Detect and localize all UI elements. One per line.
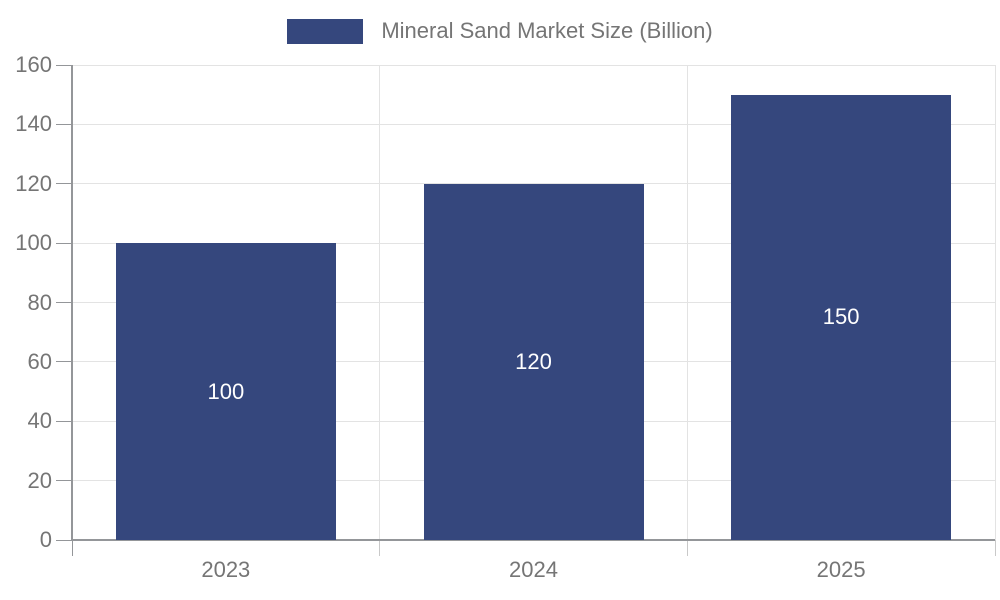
- x-tick-label: 2025: [816, 557, 866, 582]
- y-axis-tick: [56, 539, 72, 541]
- x-axis-tick: [686, 540, 688, 556]
- y-axis-tick: [56, 302, 72, 303]
- y-axis-tick: [56, 480, 72, 482]
- y-axis-tick: [56, 183, 72, 185]
- y-tick-label: 20: [27, 467, 52, 493]
- v-gridline: [994, 65, 996, 540]
- legend-label: Mineral Sand Market Size (Billion): [381, 18, 713, 43]
- x-axis-tick: [994, 540, 996, 556]
- v-gridline: [379, 65, 381, 540]
- h-gridline: [72, 123, 995, 125]
- bar-value-label: 100: [207, 378, 245, 404]
- bar-2023[interactable]: 100: [115, 243, 336, 540]
- y-tick-label: 40: [27, 408, 52, 434]
- y-axis-tick: [56, 420, 72, 422]
- y-tick-label: 0: [39, 527, 52, 552]
- x-tick-label: 2024: [509, 557, 558, 582]
- y-tick-label: 60: [27, 348, 52, 374]
- legend[interactable]: Mineral Sand Market Size (Billion): [0, 18, 1000, 44]
- legend-swatch: [287, 18, 364, 44]
- y-tick-label: 100: [15, 230, 52, 256]
- y-tick-label: 120: [15, 170, 52, 196]
- y-axis-line: [71, 65, 73, 540]
- h-gridline: [72, 64, 995, 66]
- bar-value-label: 150: [822, 304, 860, 330]
- y-tick-label: 80: [27, 289, 52, 315]
- y-tick-label: 140: [15, 111, 52, 137]
- y-axis-tick: [56, 64, 72, 66]
- bar-2025[interactable]: 150: [731, 94, 952, 540]
- y-axis-tick: [56, 123, 72, 125]
- x-axis-tick: [379, 540, 381, 556]
- bar-value-label: 120: [515, 348, 552, 374]
- x-tick-label: 2023: [201, 557, 251, 582]
- x-axis-tick: [71, 540, 73, 556]
- y-axis-tick: [56, 242, 72, 244]
- v-gridline: [686, 65, 688, 540]
- bar-2024[interactable]: 120: [423, 183, 644, 540]
- y-tick-label: 160: [15, 52, 52, 77]
- y-axis-tick: [56, 361, 72, 363]
- x-axis-line: [72, 539, 995, 541]
